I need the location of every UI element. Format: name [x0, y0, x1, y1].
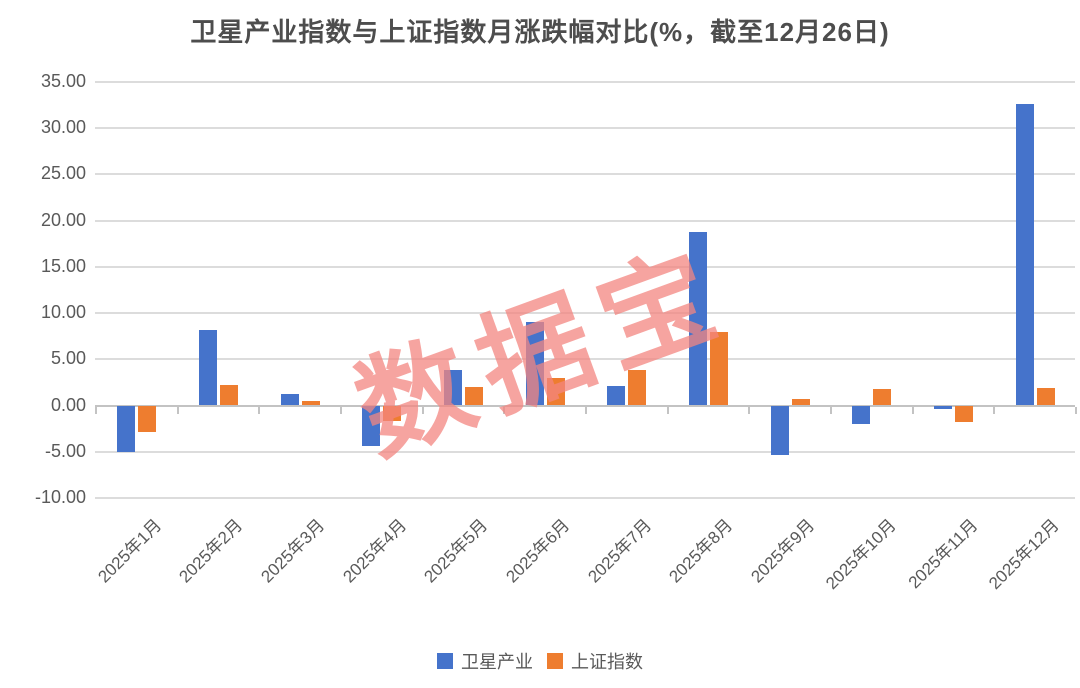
x-tick-label: 2025年3月	[257, 515, 329, 587]
bar-satellite-m11	[934, 405, 952, 410]
y-tick-label: 5.00	[50, 348, 86, 369]
axis-tick	[993, 406, 996, 414]
y-tick-label: 30.00	[40, 117, 86, 138]
x-tick-label: 2025年2月	[175, 515, 247, 587]
axis-tick	[585, 406, 587, 414]
axis-tick	[176, 406, 179, 414]
axis-tick	[421, 406, 424, 414]
bar-satellite-m2	[199, 329, 217, 405]
gridline	[95, 497, 1075, 499]
gridline	[95, 358, 1075, 361]
gridline	[95, 219, 1075, 222]
y-tick-label: 35.00	[40, 71, 86, 91]
axis-tick	[830, 406, 832, 414]
x-axis-line	[95, 404, 1077, 414]
x-tick-label: 2025年7月	[583, 515, 655, 587]
bar-shanghai-m11	[955, 405, 973, 423]
y-tick-label: -10.00	[34, 487, 86, 507]
gridline	[95, 173, 1075, 176]
bar-shanghai-m4	[383, 405, 402, 422]
bar-shanghai-m3	[301, 400, 320, 405]
y-tick-label: 20.00	[40, 209, 86, 230]
bar-satellite-m12	[1015, 104, 1034, 405]
x-tick-label: 2025年8月	[665, 515, 737, 587]
bar-satellite-m10	[852, 405, 871, 425]
x-tick-label: 2025年6月	[502, 515, 574, 587]
y-tick-label: 10.00	[40, 302, 86, 323]
y-tick-label: 0.00	[50, 394, 86, 415]
legend-item-satellite: 卫星产业	[437, 648, 533, 674]
plot-area	[95, 81, 1077, 499]
x-tick-label: 2025年10月	[822, 515, 900, 594]
bar-shanghai-m12	[1036, 387, 1055, 405]
axis-tick	[666, 406, 669, 414]
legend-item-shanghai: 上证指数	[547, 648, 643, 674]
bar-satellite-m6	[525, 322, 544, 405]
gridline	[95, 450, 1075, 453]
bar-satellite-m8	[689, 231, 707, 405]
legend-swatch-shanghai	[547, 653, 563, 669]
bar-shanghai-m7	[628, 370, 647, 405]
y-tick-label: -5.00	[44, 440, 86, 461]
x-tick-label: 2025年5月	[420, 515, 492, 587]
axis-tick	[748, 406, 751, 414]
legend-label-satellite: 卫星产业	[461, 652, 533, 672]
x-tick-label: 2025年4月	[338, 515, 410, 587]
gridline	[95, 312, 1075, 315]
x-tick-label: 2025年1月	[93, 515, 165, 587]
axis-tick	[503, 406, 506, 414]
y-tick-label: 15.00	[40, 255, 86, 276]
gridline	[95, 127, 1075, 130]
bar-satellite-m3	[280, 394, 299, 405]
bar-shanghai-m6	[546, 377, 565, 405]
bar-satellite-m1	[117, 405, 136, 452]
bar-shanghai-m8	[710, 331, 728, 405]
axis-tick	[911, 406, 914, 414]
chart-title: 卫星产业指数与上证指数月涨跌幅对比(%，截至12月26日)	[190, 17, 890, 47]
gridline	[95, 265, 1075, 268]
gridline	[95, 81, 1075, 83]
bar-shanghai-m9	[791, 399, 810, 405]
bar-satellite-m5	[444, 370, 462, 405]
axis-tick	[95, 406, 97, 414]
bar-shanghai-m5	[465, 386, 483, 405]
bar-satellite-m7	[607, 386, 626, 405]
x-tick-label: 2025年12月	[985, 515, 1064, 594]
y-tick-label: 25.00	[40, 163, 86, 184]
x-tick-label: 2025年9月	[747, 515, 819, 587]
bar-shanghai-m10	[873, 388, 892, 405]
axis-tick	[340, 406, 342, 414]
legend-label-shanghai: 上证指数	[571, 652, 643, 672]
legend-swatch-satellite	[437, 653, 453, 669]
bar-satellite-m9	[770, 405, 789, 455]
bar-shanghai-m2	[220, 385, 238, 405]
bar-satellite-m4	[362, 405, 381, 447]
axis-tick	[258, 406, 261, 414]
x-tick-label: 2025年11月	[904, 515, 982, 593]
axis-tick	[1075, 406, 1077, 414]
bar-shanghai-m1	[138, 405, 157, 433]
chart-legend: 卫星产业 上证指数	[0, 648, 1080, 674]
